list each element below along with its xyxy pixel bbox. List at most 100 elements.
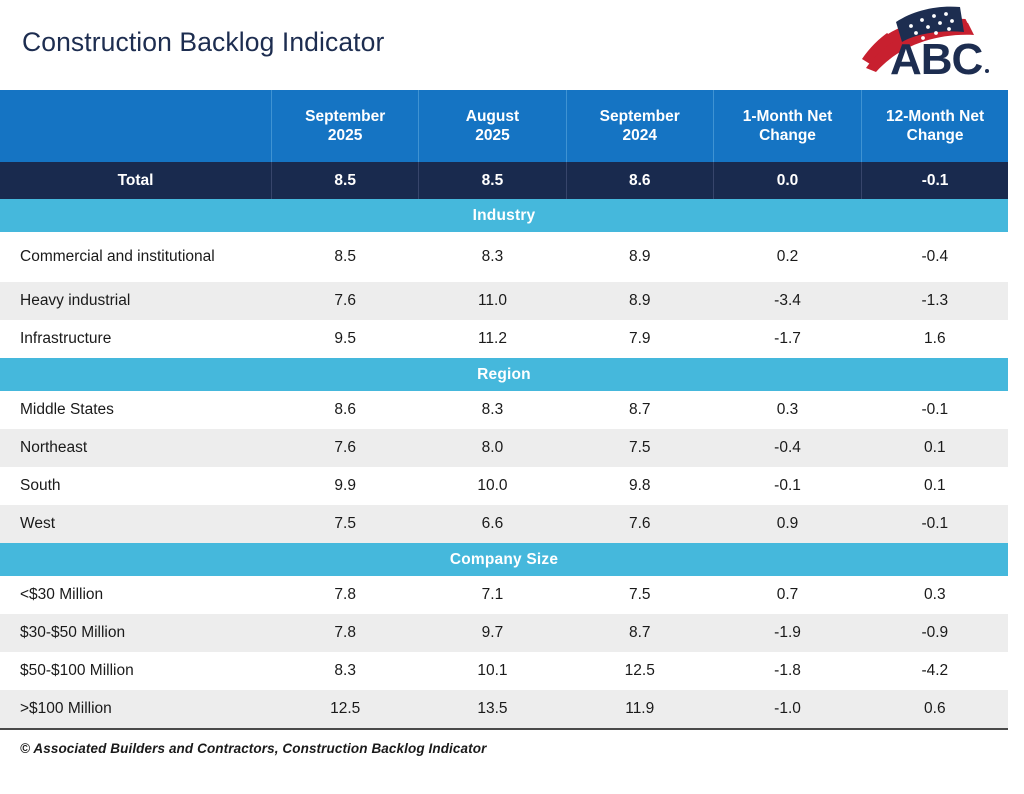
row-label: Northeast [0,429,272,467]
row-value: -0.9 [861,614,1008,652]
table-row: Northeast 7.6 8.0 7.5 -0.4 0.1 [0,429,1008,467]
row-value: -1.0 [713,690,862,730]
row-value: 8.3 [418,391,567,429]
row-label: >$100 Million [0,690,272,730]
total-row: Total 8.5 8.5 8.6 0.0 -0.1 [0,162,1008,199]
row-value: 7.9 [566,320,714,358]
row-value: 13.5 [418,690,567,730]
row-value: 0.6 [861,690,1008,730]
row-value: -0.4 [861,232,1008,282]
table-row: $30-$50 Million 7.8 9.7 8.7 -1.9 -0.9 [0,614,1008,652]
row-label: South [0,467,272,505]
row-label: Commercial and institutional [0,232,272,282]
row-value: 8.3 [271,652,419,690]
row-value: 0.3 [861,576,1008,614]
table-row: Infrastructure 9.5 11.2 7.9 -1.7 1.6 [0,320,1008,358]
row-value: 7.6 [566,505,714,543]
row-value: -0.1 [713,467,862,505]
column-header-line1: September [305,108,386,125]
row-value: 7.1 [418,576,567,614]
row-value: 8.6 [271,391,419,429]
table-row: Heavy industrial 7.6 11.0 8.9 -3.4 -1.3 [0,282,1008,320]
row-value: 9.9 [271,467,419,505]
table-row: Middle States 8.6 8.3 8.7 0.3 -0.1 [0,391,1008,429]
row-value: -0.1 [861,505,1008,543]
row-value: 12.5 [271,690,419,730]
row-label: <$30 Million [0,576,272,614]
table-row: West 7.5 6.6 7.6 0.9 -0.1 [0,505,1008,543]
row-value: -0.1 [861,391,1008,429]
copyright-footer: © Associated Builders and Contractors, C… [20,741,487,756]
row-value: -1.7 [713,320,862,358]
column-header-line1: 12-Month Net [885,108,985,125]
abc-logo-icon: ABC [862,6,989,82]
column-header-line1: September [599,108,680,125]
column-header-line2: 2024 [622,127,657,144]
row-value: -1.9 [713,614,862,652]
row-value: 8.7 [566,391,714,429]
row-value: 10.1 [418,652,567,690]
row-value: 7.5 [566,576,714,614]
abc-logo: ABC [856,2,1006,82]
table-header: September 2025 August 2025 September 202… [0,90,1008,162]
column-header-line1: 1-Month Net [742,108,833,125]
row-value: 8.0 [418,429,567,467]
row-label: $30-$50 Million [0,614,272,652]
row-value: 8.9 [566,232,714,282]
total-row-value: -0.1 [861,162,1008,199]
column-header-row: September 2025 August 2025 September 202… [0,90,1008,162]
row-value: 7.5 [271,505,419,543]
row-value: -1.3 [861,282,1008,320]
row-label: $50-$100 Million [0,652,272,690]
row-value: 7.5 [566,429,714,467]
row-value: 9.5 [271,320,419,358]
section-header-label: Industry [0,199,1008,232]
row-value: 7.8 [271,614,419,652]
row-value: 1.6 [861,320,1008,358]
row-value: 11.0 [418,282,567,320]
row-value: 12.5 [566,652,714,690]
table-row: $50-$100 Million 8.3 10.1 12.5 -1.8 -4.2 [0,652,1008,690]
row-label: Heavy industrial [0,282,272,320]
row-value: 0.9 [713,505,862,543]
row-value: 8.3 [418,232,567,282]
row-value: 0.7 [713,576,862,614]
row-value: -4.2 [861,652,1008,690]
column-header-1-month-net-change: 1-Month Net Change [713,90,863,162]
row-value: 10.0 [418,467,567,505]
table-row: South 9.9 10.0 9.8 -0.1 0.1 [0,467,1008,505]
column-header-september-2024: September 2024 [566,90,714,162]
column-header-line2: Change [906,127,964,144]
row-value: -1.8 [713,652,862,690]
svg-text:ABC: ABC [890,35,983,82]
row-value: 8.7 [566,614,714,652]
row-value: 7.8 [271,576,419,614]
row-value: 0.2 [713,232,862,282]
table-row: >$100 Million 12.5 13.5 11.9 -1.0 0.6 [0,690,1008,730]
row-label: West [0,505,272,543]
column-header-line2: 2025 [327,127,363,144]
row-value: 11.9 [566,690,714,730]
row-label: Middle States [0,391,272,429]
row-value: 7.6 [271,282,419,320]
total-row-value: 8.5 [271,162,420,199]
section-header-label: Company Size [0,543,1008,576]
row-value: 6.6 [418,505,567,543]
section-header-row: Region [0,358,1008,391]
row-value: 0.1 [861,467,1008,505]
section-header-row: Industry [0,199,1008,232]
report-header: Construction Backlog Indicator [0,0,1024,90]
row-value: 11.2 [418,320,567,358]
column-header-line2: Change [759,127,816,144]
total-row-value: 8.5 [418,162,567,199]
row-value: 8.5 [271,232,419,282]
column-header-line2: 2025 [475,127,510,144]
table-row: Commercial and institutional 8.5 8.3 8.9 0.2… [0,232,1008,282]
section-header-row: Company Size [0,543,1008,576]
cbi-data-table: September 2025 August 2025 September 202… [0,90,1008,730]
row-value: 0.1 [861,429,1008,467]
row-value: 9.7 [418,614,567,652]
row-value: 7.6 [271,429,419,467]
total-row-value: 8.6 [566,162,714,199]
